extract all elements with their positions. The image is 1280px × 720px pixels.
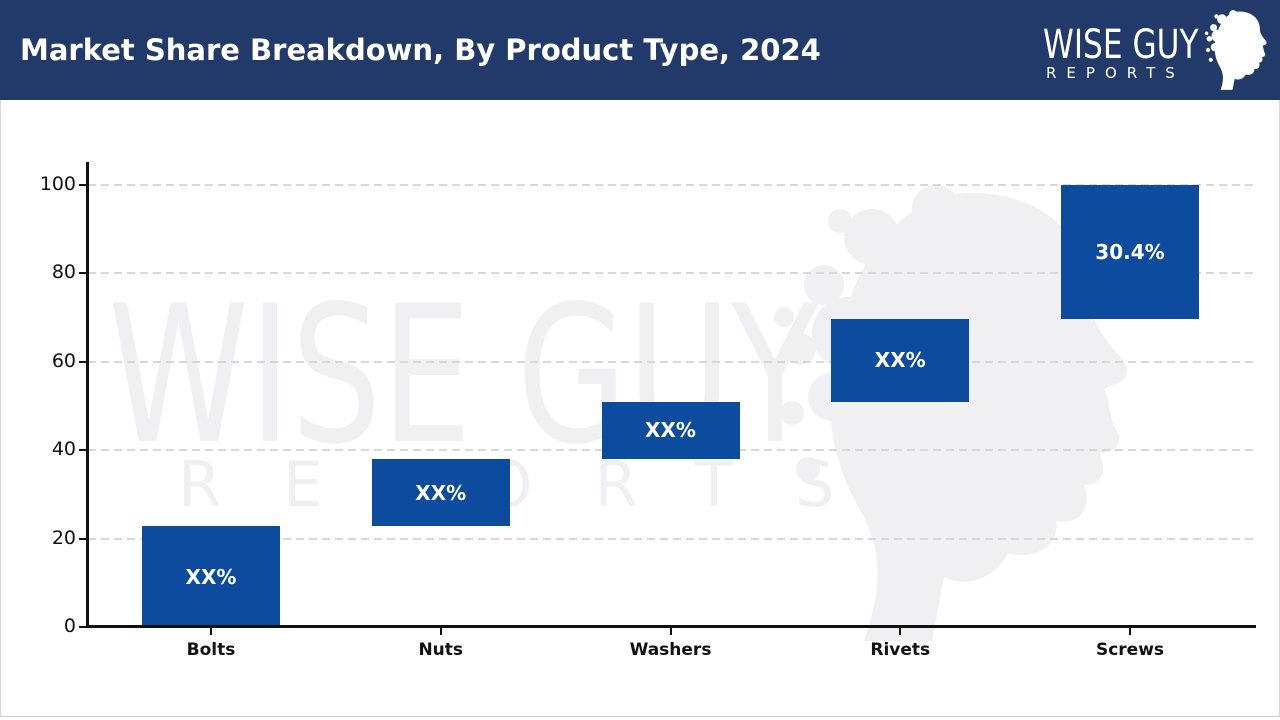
bar-label: XX% <box>185 564 237 589</box>
gridline <box>88 272 1255 275</box>
x-tick-label: Washers <box>629 640 712 660</box>
x-tick-label: Rivets <box>870 640 931 660</box>
y-tick-label: 40 <box>51 438 76 461</box>
bar-label: XX% <box>415 480 467 505</box>
y-axis-spine <box>86 162 89 627</box>
y-tick-label: 80 <box>51 261 76 284</box>
gridline <box>88 184 1255 186</box>
bar-label: 30.4% <box>1095 240 1165 265</box>
x-tick <box>439 627 442 635</box>
y-tick <box>79 360 87 363</box>
x-tick <box>899 627 902 635</box>
y-tick-label: 20 <box>51 526 76 549</box>
bar-nuts: XX% <box>371 459 510 527</box>
bar-label: XX% <box>874 348 926 373</box>
y-tick-label: 100 <box>39 173 76 195</box>
header-bar: Market Share Breakdown, By Product Type,… <box>0 0 1280 100</box>
gridline <box>88 360 1255 363</box>
x-tick-label: Bolts <box>186 640 236 660</box>
y-tick <box>79 537 87 540</box>
x-tick <box>1129 627 1131 635</box>
x-tick <box>210 627 212 635</box>
page-title: Market Share Breakdown, By Product Type,… <box>20 33 821 67</box>
x-tick-label: Screws <box>1095 640 1165 660</box>
y-tick <box>79 626 87 628</box>
bar-bolts: XX% <box>142 526 280 627</box>
brand-logo: WISE GUY REPORTS <box>1033 0 1280 100</box>
bar-washers: XX% <box>601 401 740 460</box>
x-tick-label: Nuts <box>418 640 464 660</box>
y-tick-label: 60 <box>51 349 76 372</box>
y-tick-label: 0 <box>63 615 76 637</box>
x-tick <box>669 627 672 635</box>
brand-reports-text: REPORTS <box>1046 64 1185 82</box>
x-axis-spine <box>86 625 1256 628</box>
bar-rivets: XX% <box>831 319 970 402</box>
bar-screws: 30.4% <box>1061 185 1199 320</box>
bar-label: XX% <box>645 418 696 443</box>
gridline <box>88 537 1255 540</box>
y-tick <box>79 449 87 452</box>
y-tick <box>79 272 87 275</box>
y-tick <box>79 184 87 186</box>
brand-head-icon <box>1204 10 1267 90</box>
brand-wordmark: WISE GUY <box>1043 22 1199 68</box>
